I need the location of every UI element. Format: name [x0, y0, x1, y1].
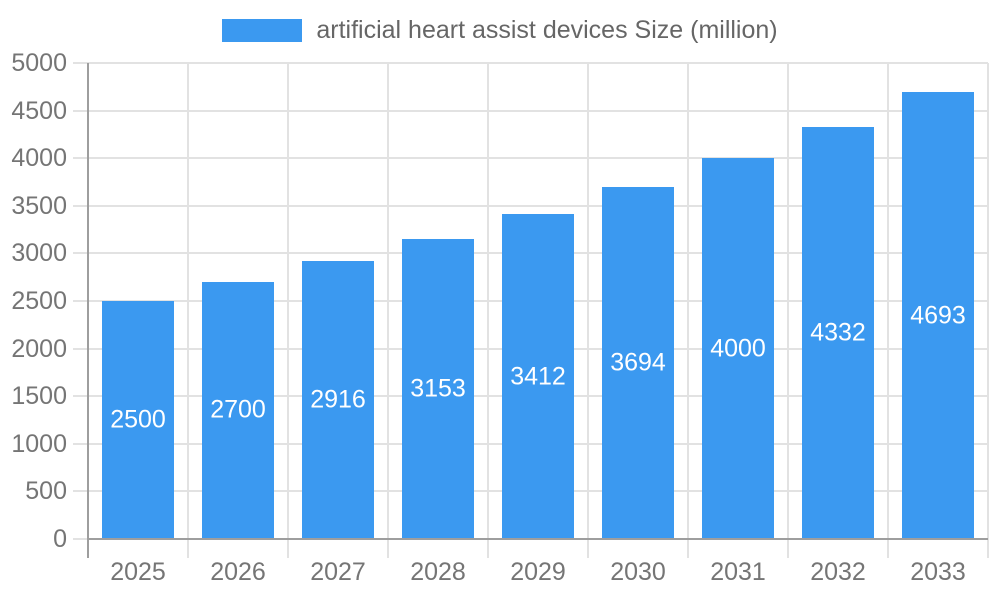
x-axis-label-2026: 2026 [210, 558, 266, 586]
gridline-x-boundary-9 [987, 63, 989, 558]
x-axis-label-2033: 2033 [910, 558, 966, 586]
y-axis-label-1000: 1000 [11, 429, 67, 458]
y-tick-3500 [73, 204, 88, 207]
y-axis-label-0: 0 [53, 525, 67, 553]
bar-value-label-2031: 4000 [710, 334, 766, 363]
y-axis-label-2000: 2000 [11, 334, 67, 363]
bar-value-label-2027: 2916 [310, 385, 366, 414]
y-axis-label-1500: 1500 [11, 382, 67, 411]
bar-value-label-2025: 2500 [110, 405, 166, 434]
bar-2030[interactable]: 3694 [602, 187, 674, 539]
bar-value-label-2033: 4693 [910, 301, 966, 330]
x-axis-label-2030: 2030 [610, 558, 666, 586]
bar-value-label-2028: 3153 [410, 374, 466, 403]
bar-value-label-2032: 4332 [810, 318, 866, 347]
gridline-x-boundary-3 [387, 63, 389, 558]
bar-2025[interactable]: 2500 [102, 301, 174, 539]
y-axis-label-5000: 5000 [11, 49, 67, 77]
bar-2032[interactable]: 4332 [802, 126, 874, 539]
x-axis-label-2032: 2032 [810, 558, 866, 586]
y-tick-3000 [73, 252, 88, 255]
bar-value-label-2026: 2700 [210, 395, 266, 424]
x-axis-line [88, 538, 988, 540]
plot-area: 2500 2700 2916 3153 3412 3694 4000 4332 4693 0 50… [11, 49, 989, 586]
gridline-x-boundary-8 [887, 63, 889, 558]
x-axis-label-2029: 2029 [510, 558, 566, 586]
bar-2028[interactable]: 3153 [402, 238, 474, 539]
y-axis-label-4000: 4000 [11, 144, 67, 173]
x-axis-label-2027: 2027 [310, 558, 366, 586]
y-tick-1500 [73, 395, 88, 398]
gridline-x-boundary-4 [487, 63, 489, 558]
y-tick-2500 [73, 300, 88, 302]
y-tick-500 [73, 490, 88, 493]
gridline-y-5000 [88, 62, 988, 64]
x-axis-label-2031: 2031 [710, 558, 766, 586]
gridline-x-boundary-7 [787, 63, 789, 558]
legend-swatch-icon [222, 19, 303, 42]
gridline-x-boundary-5 [587, 63, 589, 558]
legend-label: artificial heart assist devices Size (mi… [316, 16, 778, 44]
y-tick-4000 [73, 157, 88, 160]
bar-2033[interactable]: 4693 [902, 92, 974, 539]
bar-value-label-2029: 3412 [510, 362, 566, 391]
y-axis-label-4500: 4500 [11, 96, 67, 125]
bar-value-label-2030: 3694 [610, 348, 666, 377]
y-axis-label-3000: 3000 [11, 239, 67, 268]
gridline-x-boundary-1 [187, 63, 189, 558]
bar-2026[interactable]: 2700 [202, 281, 274, 539]
bar-2029[interactable]: 3412 [502, 214, 574, 539]
y-tick-0 [73, 538, 88, 540]
y-tick-2000 [73, 347, 88, 350]
y-axis-label-500: 500 [25, 477, 67, 506]
legend[interactable]: artificial heart assist devices Size (mi… [0, 16, 1000, 45]
gridline-x-boundary-6 [687, 63, 689, 558]
y-tick-1000 [73, 442, 88, 445]
gridline-y-4500 [88, 109, 988, 112]
y-axis-label-2500: 2500 [11, 287, 67, 315]
x-axis-label-2025: 2025 [110, 558, 166, 586]
x-axis-label-2028: 2028 [410, 558, 466, 586]
y-tick-4500 [73, 109, 88, 112]
gridline-x-boundary-2 [287, 63, 289, 558]
bar-2031[interactable]: 4000 [702, 158, 774, 539]
gridline-y-4000 [88, 157, 988, 160]
gridline-y-3500 [88, 204, 988, 207]
y-tick-5000 [73, 62, 88, 64]
y-axis-label-3500: 3500 [11, 191, 67, 220]
bar-2027[interactable]: 2916 [302, 261, 374, 539]
y-axis-line [87, 63, 89, 558]
